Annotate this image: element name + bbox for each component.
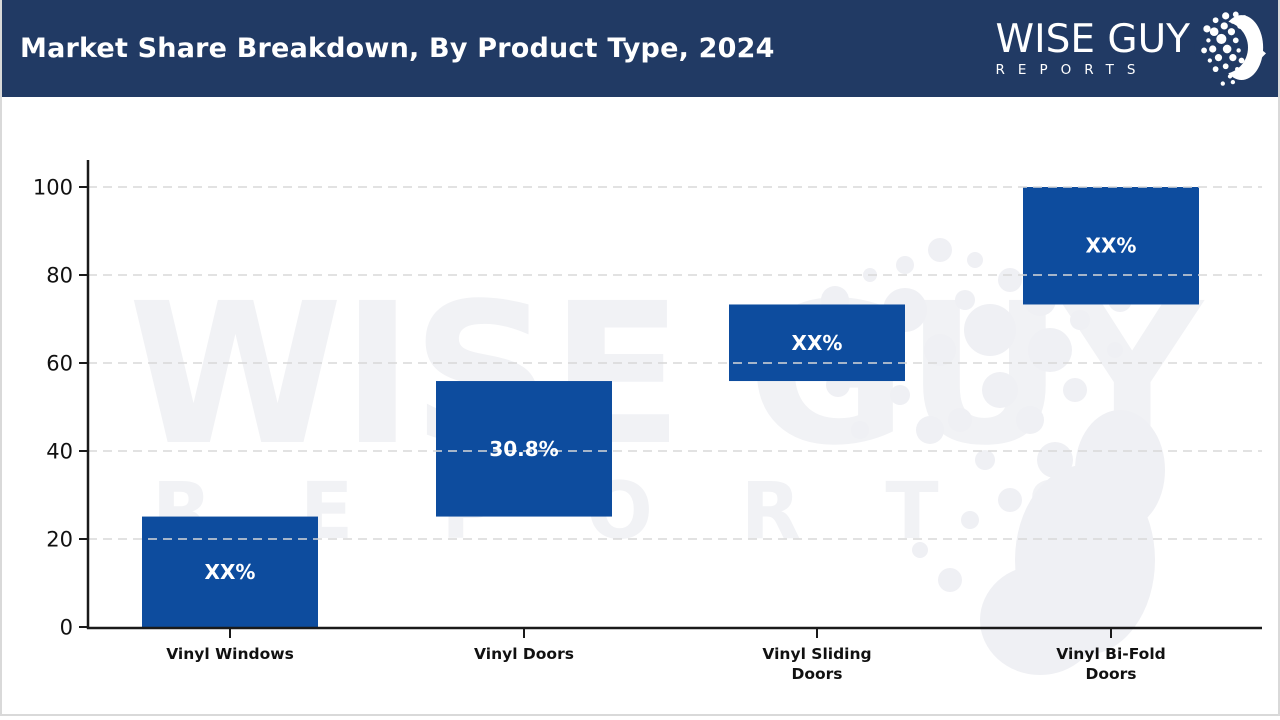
bar-value-label: XX% (205, 560, 256, 584)
y-tick-label: 100 (33, 176, 73, 200)
logo-face-icon (1194, 11, 1266, 86)
bar-value-label: XX% (1086, 234, 1137, 258)
y-tick-label: 60 (46, 352, 73, 376)
bar-value-label: 30.8% (489, 437, 558, 461)
y-tick-label: 0 (60, 616, 73, 640)
chart-area: WISE GUY REPORTS 0 20 40 60 80 100 Vinyl Windo… (0, 97, 1280, 690)
x-category-label: Vinyl Windows (166, 645, 294, 663)
bar-segment (142, 516, 318, 627)
header-band: Market Share Breakdown, By Product Type,… (0, 0, 1280, 97)
x-category-label: Vinyl Bi-Fold Doors (1056, 645, 1165, 683)
bar-segment (436, 381, 612, 517)
wise-guy-reports-logo: WISE GUY REPORTS (996, 8, 1266, 90)
logo-wordmark: WISE GUY (995, 16, 1190, 62)
y-tick-label: 80 (46, 264, 73, 288)
y-tick-label: 40 (46, 440, 73, 464)
bar-segment (729, 304, 905, 382)
logo-text: WISE GUY REPORTS (996, 20, 1190, 78)
x-category-label: Vinyl Doors (474, 645, 574, 663)
bar-value-label: XX% (792, 331, 843, 355)
x-category-label: Vinyl Sliding Doors (762, 645, 871, 683)
page-title: Market Share Breakdown, By Product Type,… (20, 33, 775, 64)
logo-subtext: REPORTS (995, 61, 1149, 78)
y-tick-label: 20 (46, 528, 73, 552)
bar-segment (1023, 187, 1199, 305)
